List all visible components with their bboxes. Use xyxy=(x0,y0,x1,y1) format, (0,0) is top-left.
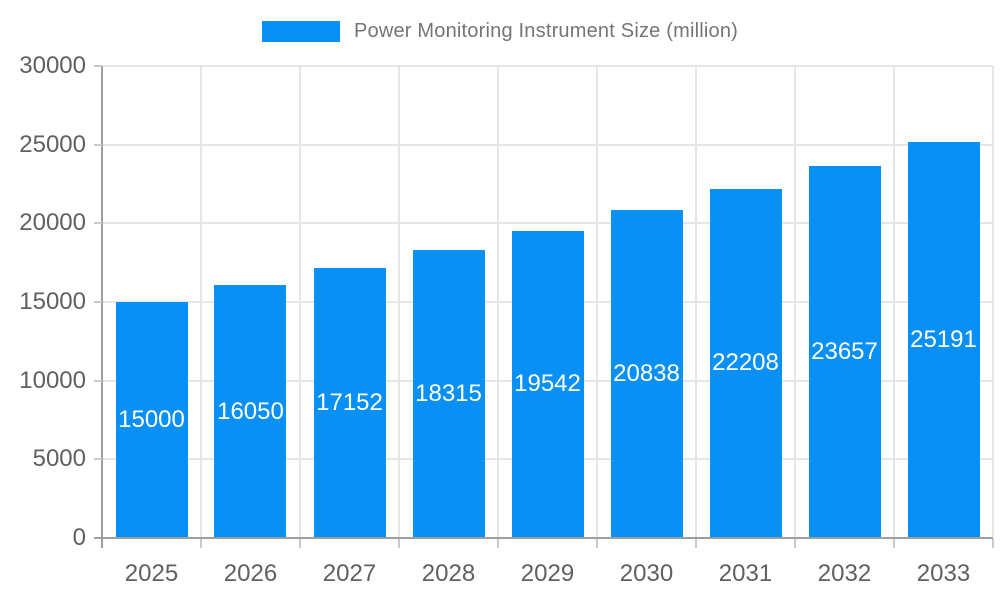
y-axis-tick-label: 10000 xyxy=(19,366,86,394)
x-axis-tick xyxy=(794,539,796,548)
y-axis-tick xyxy=(94,379,102,382)
bar-value-label: 18315 xyxy=(415,379,482,407)
v-gridline xyxy=(397,66,400,538)
y-axis-tick-label: 20000 xyxy=(19,209,86,237)
bar[interactable]: 16050 xyxy=(214,285,287,538)
legend-swatch xyxy=(261,21,340,42)
v-gridline xyxy=(496,66,499,538)
y-axis-tick-label: 25000 xyxy=(19,130,86,158)
y-axis-tick xyxy=(94,537,102,539)
bar[interactable]: 25191 xyxy=(907,141,980,538)
bar[interactable]: 19542 xyxy=(511,230,584,538)
y-axis-tick xyxy=(94,458,102,461)
v-gridline xyxy=(298,66,301,538)
y-axis-tick-label: 0 xyxy=(72,524,86,551)
y-axis-tick-label: 15000 xyxy=(19,288,86,315)
x-axis-tick-label: 2033 xyxy=(916,560,971,587)
y-axis-ticks xyxy=(94,65,102,539)
x-axis-tick xyxy=(101,539,103,548)
bar-value-label: 22208 xyxy=(712,349,779,377)
x-axis-tick xyxy=(200,539,202,548)
x-axis-tick-label: 2030 xyxy=(619,560,674,587)
x-axis-tick xyxy=(992,539,994,548)
h-gridline xyxy=(102,65,993,67)
bar-value-label: 23657 xyxy=(811,337,878,365)
bar-value-label: 19542 xyxy=(514,370,581,398)
x-axis-tick-label: 2025 xyxy=(124,560,179,587)
y-axis-line xyxy=(101,66,103,546)
bar[interactable]: 20838 xyxy=(610,210,683,538)
bar[interactable]: 22208 xyxy=(709,188,782,538)
chart-title: Power Monitoring Instrument Size (millio… xyxy=(353,20,739,42)
bar[interactable]: 23657 xyxy=(808,165,881,538)
x-axis-tick xyxy=(694,539,697,548)
x-axis-labels: 2025 2026 2027 2028 2029 2030 2031 2032 2033 xyxy=(102,560,993,590)
bar-value-label: 16050 xyxy=(217,397,284,425)
x-axis-tick-label: 2028 xyxy=(421,560,476,587)
h-gridline xyxy=(102,222,993,225)
y-axis-tick xyxy=(94,143,102,146)
plot-area: 15000 16050 17152 18315 19542 20838 22208 23657… xyxy=(102,65,994,538)
h-gridline xyxy=(102,143,993,146)
bar-value-label: 17152 xyxy=(316,389,383,417)
y-axis-tick xyxy=(94,222,102,225)
bar-value-label: 20838 xyxy=(613,360,680,388)
x-axis-tick-label: 2031 xyxy=(718,560,773,587)
x-axis-tick xyxy=(596,539,598,548)
bar[interactable]: 15000 xyxy=(115,302,188,538)
bar-value-label: 25191 xyxy=(910,325,977,353)
x-axis-tick xyxy=(397,539,400,548)
x-axis-tick-label: 2026 xyxy=(223,560,278,587)
bar-value-label: 15000 xyxy=(118,406,185,433)
v-gridline xyxy=(199,66,202,538)
v-gridline xyxy=(794,66,796,538)
x-axis-line xyxy=(102,537,993,539)
x-axis-tick xyxy=(497,539,499,548)
legend: Power Monitoring Instrument Size (millio… xyxy=(0,20,1000,43)
v-gridline xyxy=(992,66,994,538)
y-axis-tick xyxy=(94,301,102,303)
bar[interactable]: 17152 xyxy=(313,268,386,538)
v-gridline xyxy=(892,66,895,538)
x-axis-tick xyxy=(299,539,301,548)
v-gridline xyxy=(596,66,598,538)
v-gridline xyxy=(694,66,697,538)
y-axis-tick xyxy=(94,65,102,67)
x-axis-tick-label: 2027 xyxy=(322,560,377,587)
y-axis-labels: 0 5000 10000 15000 20000 25000 30000 xyxy=(0,52,86,551)
y-axis-tick-label: 5000 xyxy=(32,445,86,473)
bar[interactable]: 18315 xyxy=(412,249,485,538)
x-axis-tick xyxy=(893,539,895,548)
x-axis-tick-label: 2032 xyxy=(817,560,872,587)
x-axis-ticks xyxy=(101,539,994,548)
y-axis-tick-label: 30000 xyxy=(19,52,86,79)
x-axis-tick-label: 2029 xyxy=(520,560,575,587)
